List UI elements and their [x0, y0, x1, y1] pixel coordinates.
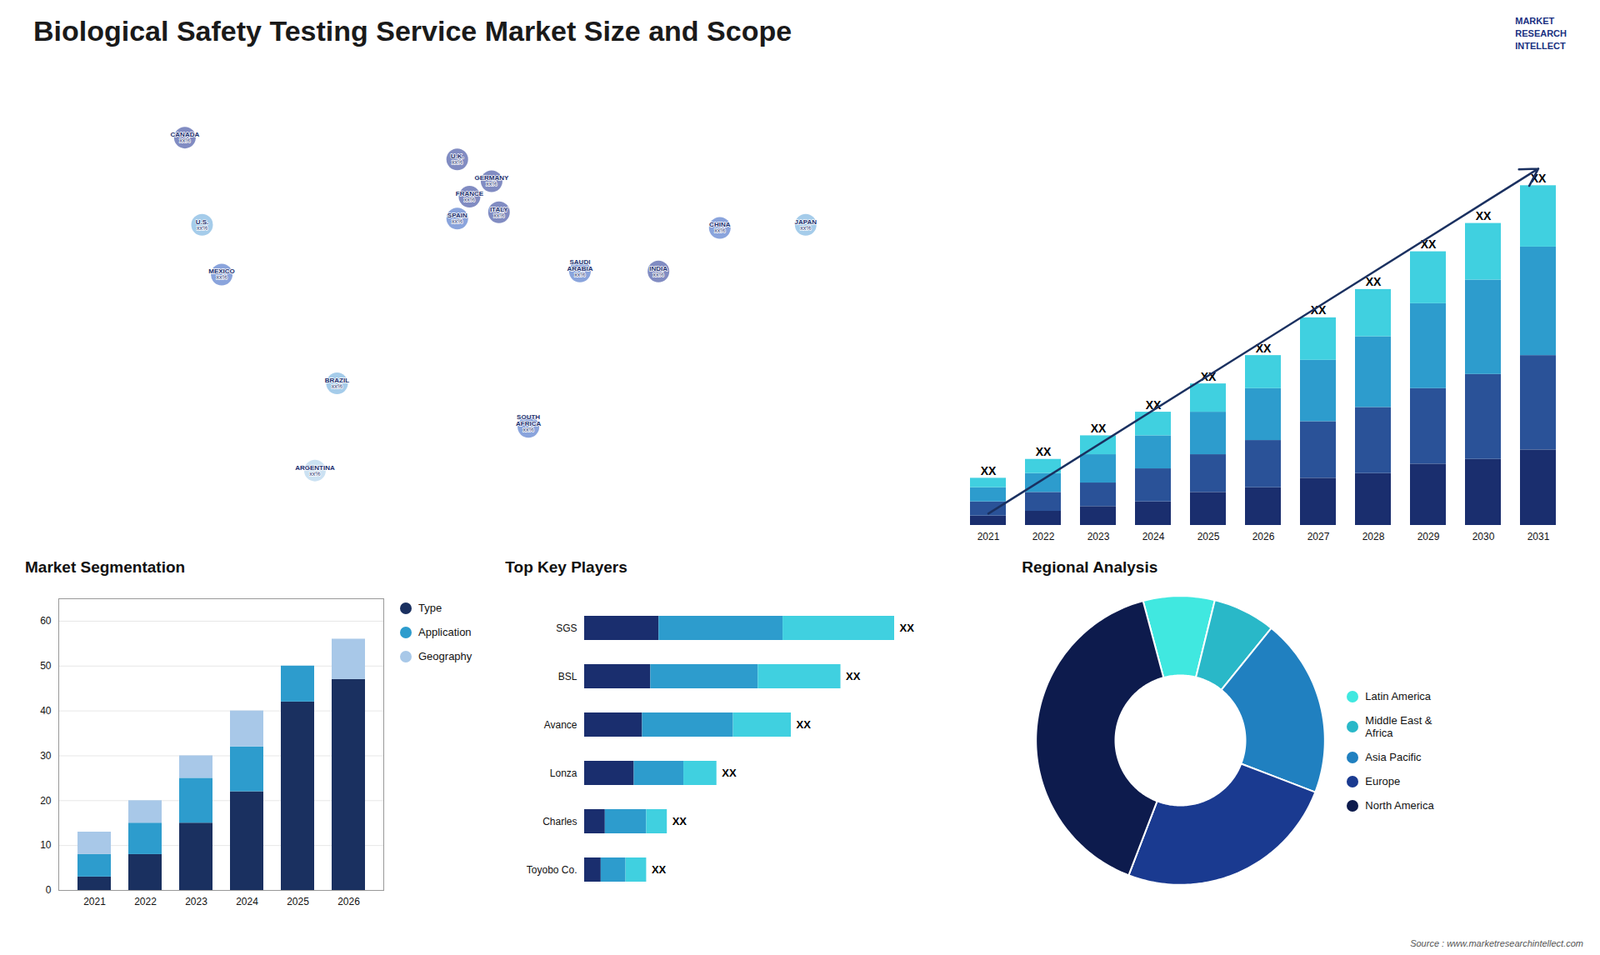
- svg-text:BSL: BSL: [558, 670, 578, 683]
- svg-text:40: 40: [40, 705, 52, 717]
- svg-text:2025: 2025: [286, 895, 310, 908]
- svg-text:ARGENTINA: ARGENTINA: [295, 463, 335, 472]
- svg-text:GERMANY: GERMANY: [474, 174, 509, 182]
- svg-text:50: 50: [40, 660, 52, 672]
- html-text:Latin America: Latin America: [1365, 690, 1431, 703]
- svg-text:XX: XX: [1530, 171, 1547, 185]
- svg-text:0: 0: [45, 884, 52, 896]
- svg-text:30: 30: [40, 750, 52, 762]
- html-text:MARKET: MARKET: [1515, 15, 1555, 26]
- svg-text:2021: 2021: [83, 895, 106, 908]
- svg-text:xx%: xx%: [485, 180, 497, 187]
- svg-text:Toyobo Co.: Toyobo Co.: [526, 864, 578, 876]
- svg-text:xx%: xx%: [464, 196, 475, 203]
- html-text:Middle East & Africa: Middle East & Africa: [1365, 714, 1433, 740]
- svg-text:2031: 2031: [1527, 530, 1550, 543]
- svg-text:xx%: xx%: [451, 218, 463, 225]
- svg-text:xx%: xx%: [800, 225, 811, 231]
- svg-text:60: 60: [40, 615, 52, 627]
- svg-text:XX: XX: [1255, 341, 1272, 355]
- svg-text:SOUTHAFRICA: SOUTHAFRICA: [515, 413, 541, 428]
- svg-text:XX: XX: [1200, 369, 1217, 383]
- svg-text:Lonza: Lonza: [550, 767, 578, 780]
- svg-text:2025: 2025: [1197, 530, 1220, 543]
- svg-text:xx%: xx%: [331, 383, 343, 390]
- svg-text:XX: XX: [1420, 237, 1437, 251]
- svg-text:2024: 2024: [235, 895, 259, 908]
- svg-text:XX: XX: [1365, 275, 1382, 289]
- svg-text:xx%: xx%: [522, 426, 534, 433]
- svg-text:SGS: SGS: [555, 622, 577, 635]
- svg-text:xx%: xx%: [714, 227, 725, 234]
- svg-text:XX: XX: [980, 464, 997, 478]
- svg-text:CHINA: CHINA: [709, 221, 731, 229]
- svg-text:SPAIN: SPAIN: [447, 211, 468, 220]
- svg-text:SAUDIARABIA: SAUDIARABIA: [566, 258, 593, 273]
- svg-text:ITALY: ITALY: [489, 205, 509, 214]
- svg-text:U.K.: U.K.: [450, 152, 464, 161]
- html-text:Source : www.marketresearchint: Source : www.marketresearchintellect.com: [1410, 938, 1584, 949]
- svg-text:2026: 2026: [1252, 530, 1275, 543]
- svg-text:xx%: xx%: [179, 137, 190, 144]
- svg-text:BRAZIL: BRAZIL: [324, 376, 350, 385]
- svg-text:XX: XX: [1475, 209, 1492, 223]
- svg-text:2027: 2027: [1307, 530, 1330, 543]
- svg-text:2028: 2028: [1362, 530, 1385, 543]
- svg-text:XX: XX: [845, 670, 861, 683]
- svg-text:XX: XX: [1310, 303, 1327, 317]
- svg-text:XX: XX: [651, 863, 667, 876]
- svg-text:2021: 2021: [977, 530, 1000, 543]
- svg-text:2024: 2024: [1142, 530, 1165, 543]
- svg-text:xx%: xx%: [215, 274, 227, 280]
- svg-text:CANADA: CANADA: [170, 131, 200, 139]
- svg-text:2022: 2022: [1032, 530, 1055, 543]
- svg-text:MEXICO: MEXICO: [208, 267, 235, 276]
- html-text:Top Key Players: Top Key Players: [505, 558, 628, 576]
- html-text:Europe: Europe: [1365, 775, 1401, 788]
- svg-text:XX: XX: [1090, 421, 1107, 435]
- svg-text:XX: XX: [900, 621, 915, 635]
- html-text:Type: Type: [418, 601, 442, 615]
- svg-text:xx%: xx%: [574, 271, 585, 278]
- svg-text:xx%: xx%: [451, 159, 463, 165]
- svg-text:Charles: Charles: [542, 815, 577, 828]
- svg-text:U.S.: U.S.: [195, 218, 209, 226]
- svg-text:2023: 2023: [185, 895, 208, 908]
- html-text:Application: Application: [418, 625, 472, 639]
- html-text:Biological Safety Testing Serv: Biological Safety Testing Service Market…: [33, 15, 792, 47]
- svg-text:xx%: xx%: [196, 225, 208, 231]
- svg-text:xx%: xx%: [493, 212, 505, 219]
- svg-text:XX: XX: [672, 815, 688, 828]
- html-text:Asia Pacific: Asia Pacific: [1365, 750, 1422, 764]
- svg-text:INDIA: INDIA: [649, 264, 668, 273]
- svg-text:2030: 2030: [1472, 530, 1495, 543]
- html-text:Regional Analysis: Regional Analysis: [1021, 558, 1158, 576]
- html-text:INTELLECT: INTELLECT: [1515, 40, 1566, 51]
- svg-text:10: 10: [40, 839, 52, 851]
- svg-text:2022: 2022: [134, 895, 157, 908]
- svg-text:2026: 2026: [337, 895, 360, 908]
- svg-text:XX: XX: [796, 718, 812, 731]
- html-text:North America: North America: [1365, 799, 1434, 812]
- svg-text:2023: 2023: [1087, 530, 1110, 543]
- svg-text:xx%: xx%: [653, 271, 665, 278]
- html-text:Market Segmentation: Market Segmentation: [25, 558, 186, 576]
- svg-text:xx%: xx%: [309, 470, 320, 477]
- svg-text:XX: XX: [722, 766, 738, 780]
- svg-text:20: 20: [40, 795, 52, 807]
- svg-text:XX: XX: [1145, 398, 1162, 412]
- html-text:RESEARCH: RESEARCH: [1515, 28, 1567, 39]
- svg-text:XX: XX: [1035, 445, 1052, 459]
- html-text:Geography: Geography: [418, 650, 472, 663]
- svg-text:FRANCE: FRANCE: [455, 190, 484, 198]
- svg-text:2029: 2029: [1417, 530, 1440, 543]
- svg-text:JAPAN: JAPAN: [794, 218, 817, 226]
- svg-text:Avance: Avance: [544, 719, 578, 731]
